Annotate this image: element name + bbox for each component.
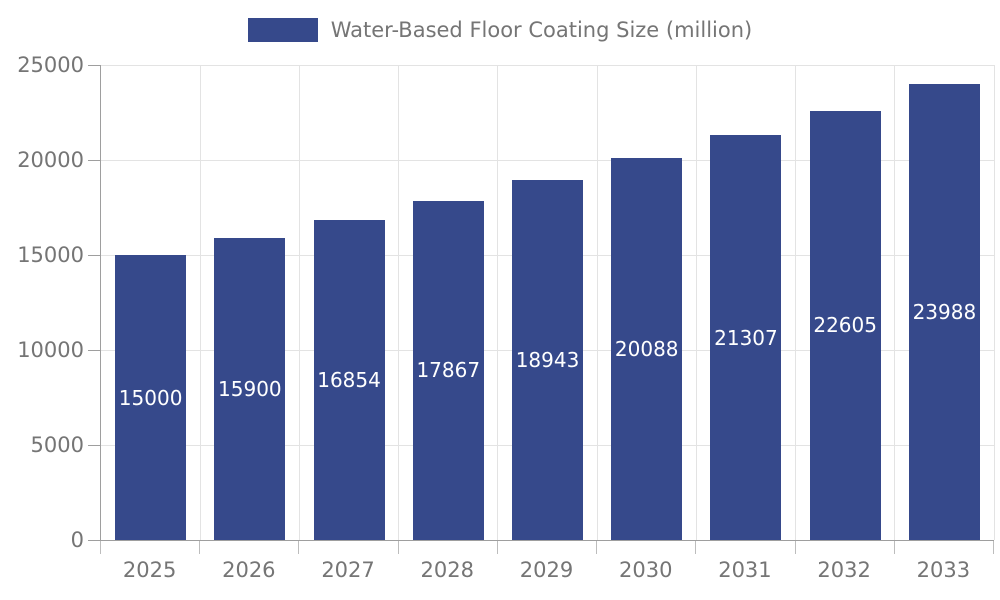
- bar-value-label: 15000: [118, 385, 183, 410]
- x-axis-label: 2029: [519, 558, 574, 582]
- y-axis-tick: [88, 255, 100, 256]
- bar-value-label: 23988: [912, 300, 977, 325]
- y-axis-label: 25000: [17, 52, 84, 77]
- gridline-vertical: [894, 65, 896, 540]
- gridline-vertical: [497, 65, 499, 540]
- x-axis-tick: [496, 541, 498, 554]
- bar-2026: 15900: [214, 237, 286, 540]
- gridline-vertical: [199, 65, 201, 540]
- bar-value-label: 22605: [813, 313, 877, 338]
- bar-2033: 23988: [908, 84, 980, 540]
- x-axis-tick: [695, 541, 697, 554]
- y-axis-label: 20000: [17, 147, 84, 172]
- x-axis-label: 2025: [122, 558, 177, 582]
- x-axis-tick: [893, 541, 895, 554]
- legend-label: Water-Based Floor Coating Size (million): [330, 18, 753, 42]
- y-axis-tick: [88, 445, 100, 446]
- bar-value-label: 16854: [317, 367, 381, 392]
- legend-swatch: [247, 18, 318, 42]
- y-axis-tick: [88, 65, 100, 66]
- x-axis-label: 2033: [916, 558, 971, 582]
- chart-legend: Water-Based Floor Coating Size (million): [0, 16, 1000, 44]
- bar-value-label: 17867: [416, 358, 481, 383]
- x-axis-label: 2027: [321, 558, 375, 582]
- x-axis-tick: [794, 541, 796, 554]
- bar-2030: 20088: [611, 158, 683, 540]
- gridline-vertical: [993, 65, 995, 540]
- bar-2032: 22605: [809, 110, 881, 540]
- bar-2027: 16854: [313, 219, 385, 540]
- y-axis-label: 5000: [30, 432, 84, 457]
- gridline-vertical: [795, 65, 797, 540]
- bar-value-label: 20088: [614, 337, 679, 362]
- gridline-vertical: [596, 65, 598, 540]
- x-axis-tick: [993, 541, 994, 554]
- y-axis-label: 10000: [17, 337, 84, 362]
- y-axis-label: 0: [70, 527, 84, 552]
- x-axis-tick: [199, 541, 201, 554]
- bar-2029: 18943: [512, 180, 583, 540]
- gridline-vertical: [695, 65, 697, 540]
- x-axis-tick: [596, 541, 598, 554]
- x-axis-tick: [397, 541, 399, 554]
- y-axis-tick: [88, 540, 100, 541]
- y-axis-tick: [88, 350, 100, 351]
- x-axis-label: 2030: [618, 558, 673, 582]
- x-axis-tick: [298, 541, 300, 554]
- bar-2031: 21307: [710, 135, 782, 540]
- plot-area: 15000 15900 16854 17867 18943 20088 21307 22605…: [100, 64, 995, 541]
- bar-2025: 15000: [115, 255, 187, 540]
- y-axis-tick: [88, 160, 100, 161]
- x-axis-label: 2031: [718, 558, 772, 582]
- y-axis-label: 15000: [17, 242, 84, 267]
- bar-value-label: 21307: [714, 325, 778, 350]
- gridline-vertical: [298, 65, 300, 540]
- bar-2028: 17867: [412, 200, 484, 540]
- bar-value-label: 18943: [515, 348, 580, 373]
- gridline-vertical: [398, 65, 400, 540]
- bar-value-label: 15900: [218, 376, 282, 401]
- x-axis-label: 2028: [420, 558, 474, 582]
- x-axis-tick: [100, 541, 101, 554]
- gridline-horizontal: [101, 64, 994, 66]
- x-axis-label: 2026: [222, 558, 276, 582]
- x-axis-label: 2032: [817, 558, 871, 582]
- gridline-horizontal: [101, 159, 994, 161]
